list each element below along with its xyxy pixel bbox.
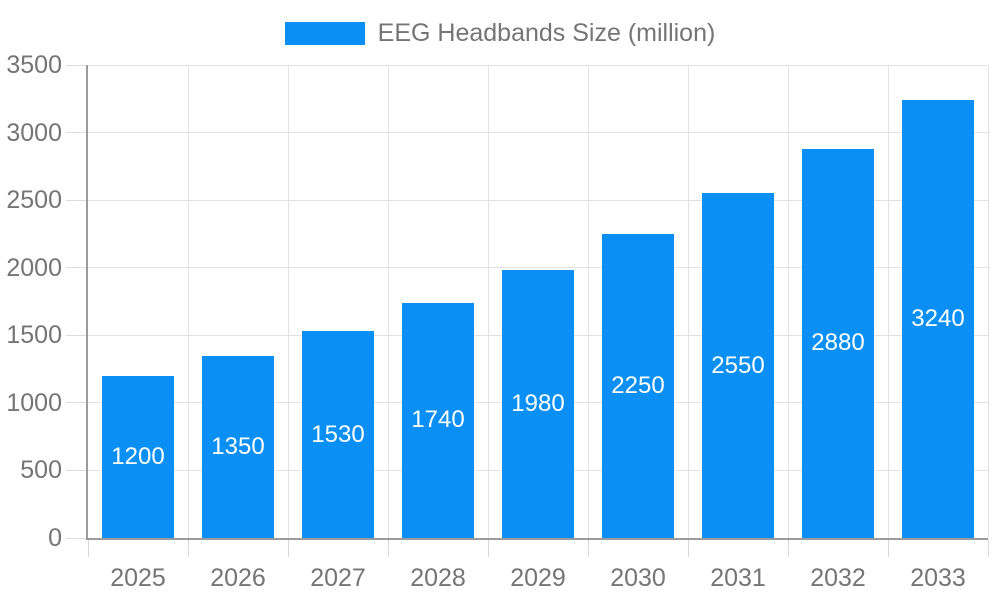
- x-axis-tick: [287, 539, 289, 557]
- gridline-vertical: [587, 65, 589, 538]
- gridline-horizontal: [88, 132, 988, 134]
- bar[interactable]: 1200: [102, 375, 174, 538]
- gridline-vertical: [887, 65, 889, 538]
- y-tick-label: 2500: [6, 186, 62, 215]
- x-axis-tick: [687, 539, 689, 557]
- gridline-vertical: [287, 65, 289, 538]
- bar[interactable]: 2250: [602, 233, 674, 538]
- bar[interactable]: 1740: [402, 302, 474, 538]
- x-axis-baseline: [86, 538, 988, 540]
- y-axis-tick: [66, 199, 88, 201]
- bar-value-label: 1980: [511, 390, 565, 418]
- bar[interactable]: 2880: [802, 148, 874, 538]
- x-axis-tick: [187, 539, 189, 557]
- y-axis-tick: [66, 64, 88, 66]
- y-axis-tick: [66, 132, 88, 134]
- bar-value-label: 2250: [611, 371, 665, 399]
- gridline-horizontal: [88, 64, 988, 66]
- bar-value-label: 2550: [711, 351, 765, 379]
- gridline-vertical: [787, 65, 789, 538]
- y-tick-label: 3500: [6, 51, 62, 79]
- gridline-horizontal: [88, 267, 988, 269]
- gridline-vertical: [687, 65, 689, 538]
- gridline-vertical: [387, 65, 389, 538]
- bar[interactable]: 1980: [502, 270, 574, 538]
- x-axis-tick: [887, 539, 889, 557]
- x-tick-label: 2028: [410, 564, 466, 592]
- legend-label: EEG Headbands Size (million): [377, 19, 716, 47]
- y-axis-tick: [66, 267, 88, 269]
- legend-swatch: [284, 22, 365, 45]
- y-axis-tick: [66, 334, 88, 336]
- y-tick-label: 2000: [6, 253, 62, 282]
- bar-value-label: 1530: [311, 420, 365, 448]
- y-tick-label: 1500: [6, 321, 62, 350]
- gridline-vertical: [187, 65, 189, 538]
- bar[interactable]: 1350: [202, 355, 274, 538]
- y-tick-label: 500: [20, 456, 62, 485]
- gridline-vertical: [987, 65, 989, 538]
- x-tick-label: 2033: [910, 564, 966, 592]
- bar-value-label: 1740: [411, 406, 465, 434]
- x-axis-tick: [387, 539, 389, 557]
- bar-value-label: 1200: [111, 442, 165, 470]
- bar-value-label: 2880: [811, 329, 865, 357]
- bar[interactable]: 3240: [902, 100, 974, 538]
- x-axis-tick: [87, 539, 89, 557]
- y-tick-label: 3000: [6, 118, 62, 147]
- y-axis-tick: [66, 402, 88, 404]
- y-tick-label: 0: [48, 524, 62, 552]
- x-tick-label: 2027: [310, 564, 366, 592]
- x-tick-label: 2032: [810, 564, 866, 592]
- y-axis-tick: [66, 469, 88, 471]
- bar-value-label: 1350: [211, 432, 265, 460]
- x-tick-label: 2026: [210, 564, 266, 592]
- x-axis-tick: [987, 539, 989, 557]
- gridline-vertical: [487, 65, 489, 538]
- bar-value-label: 3240: [911, 305, 965, 333]
- legend[interactable]: EEG Headbands Size (million): [0, 19, 1000, 48]
- x-axis-tick: [487, 539, 489, 557]
- y-tick-label: 1000: [6, 388, 62, 417]
- bar[interactable]: 1530: [302, 331, 374, 538]
- x-tick-label: 2025: [110, 564, 166, 592]
- gridline-horizontal: [88, 199, 988, 201]
- y-axis-tick: [66, 537, 88, 539]
- x-tick-label: 2029: [510, 564, 566, 592]
- x-axis-tick: [587, 539, 589, 557]
- x-tick-label: 2030: [610, 564, 666, 592]
- y-axis-line: [86, 65, 88, 538]
- x-tick-label: 2031: [710, 564, 766, 592]
- bar[interactable]: 2550: [702, 193, 774, 538]
- x-axis-tick: [787, 539, 789, 557]
